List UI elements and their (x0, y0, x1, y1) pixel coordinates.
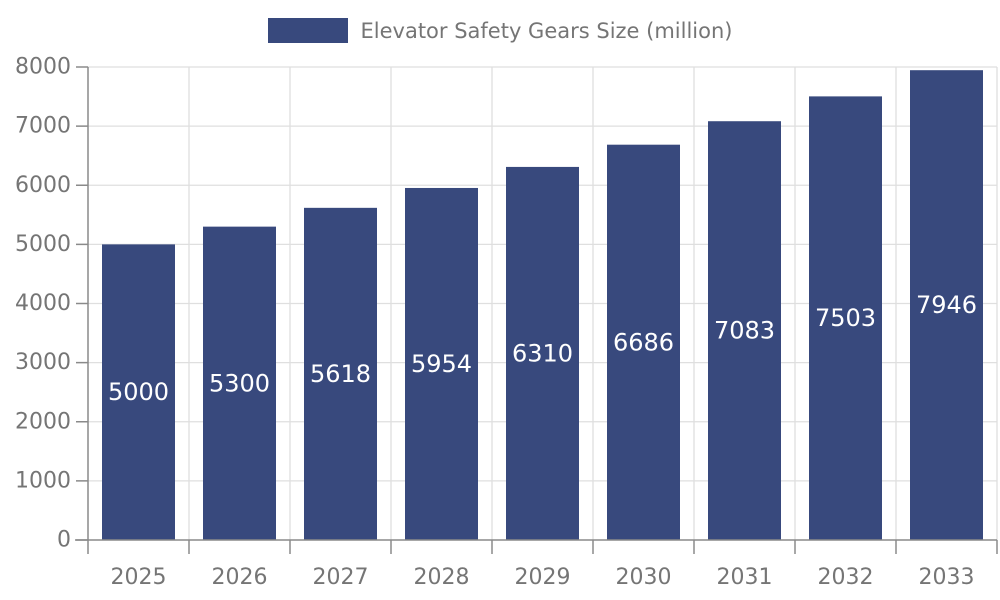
bar-value-label: 5618 (310, 360, 371, 388)
bar-value-label: 5300 (209, 369, 270, 397)
x-tick-label: 2033 (919, 565, 975, 590)
legend-label: Elevator Safety Gears Size (million) (360, 18, 733, 43)
bar-value-label: 7503 (815, 304, 876, 332)
bar (607, 144, 680, 540)
bar (809, 96, 882, 540)
bar (910, 70, 983, 540)
bar (506, 166, 579, 540)
bar (304, 207, 377, 540)
bar-value-label: 7083 (714, 317, 775, 345)
bar-value-label: 7946 (916, 291, 977, 319)
bar (708, 121, 781, 541)
y-tick-label: 1000 (15, 468, 71, 493)
x-tick-label: 2031 (717, 565, 773, 590)
x-tick-label: 2027 (313, 565, 369, 590)
x-tick-label: 2032 (818, 565, 874, 590)
bar (405, 187, 478, 540)
y-tick-label: 5000 (15, 232, 71, 257)
bar-value-label: 6686 (613, 328, 674, 356)
bar (203, 226, 276, 540)
y-tick-label: 8000 (15, 55, 71, 80)
bar-value-label: 5000 (108, 378, 169, 406)
bar (102, 244, 175, 540)
legend-swatch (267, 18, 348, 43)
x-tick-label: 2029 (515, 565, 571, 590)
x-tick-label: 2028 (414, 565, 470, 590)
x-tick-label: 2030 (616, 565, 672, 590)
bar-value-label: 6310 (512, 339, 573, 367)
y-tick-label: 6000 (15, 173, 71, 198)
legend: Elevator Safety Gears Size (million) (0, 18, 1000, 43)
y-tick-label: 3000 (15, 350, 71, 375)
y-tick-label: 4000 (15, 291, 71, 316)
x-tick-label: 2025 (111, 565, 167, 590)
y-tick-label: 7000 (15, 114, 71, 139)
bar-value-label: 5954 (411, 350, 472, 378)
x-tick-label: 2026 (212, 565, 268, 590)
y-tick-label: 2000 (15, 409, 71, 434)
y-tick-label: 0 (57, 528, 71, 553)
